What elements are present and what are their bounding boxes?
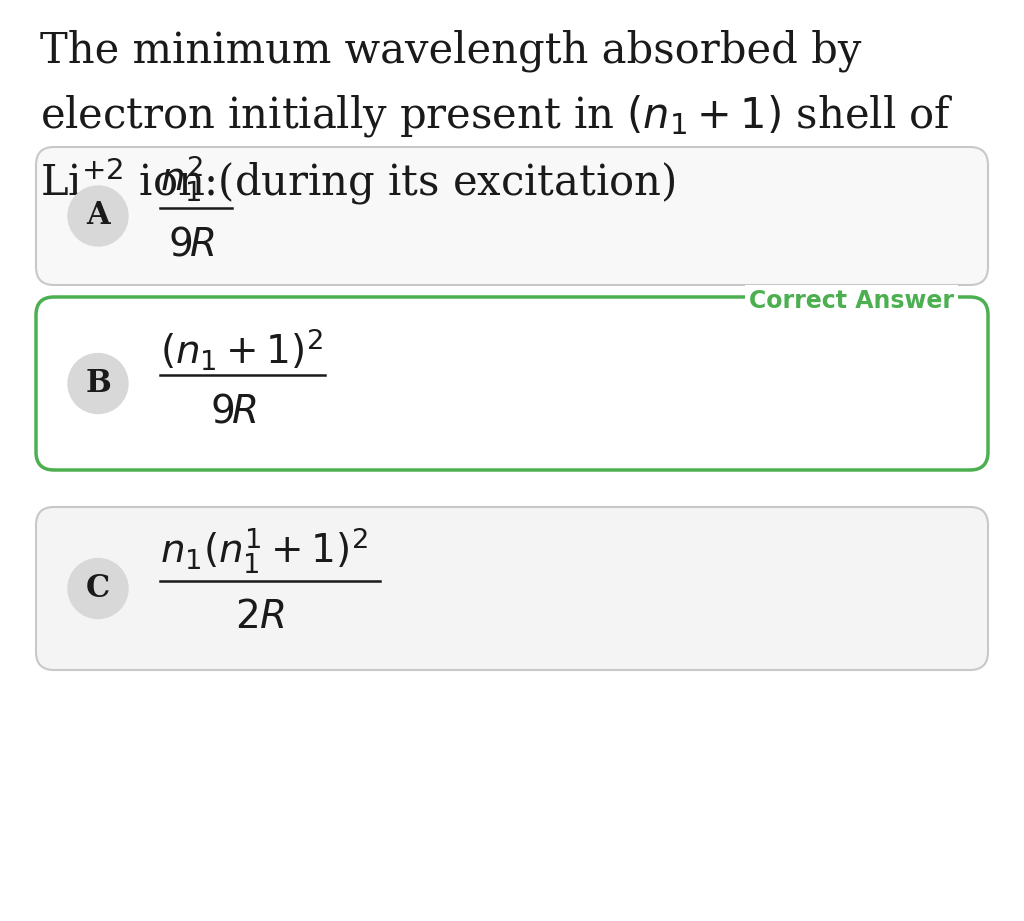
Text: $n_1(n_1^1 + 1)^2$: $n_1(n_1^1 + 1)^2$ <box>160 526 368 577</box>
FancyBboxPatch shape <box>36 297 988 470</box>
Text: B: B <box>85 368 111 399</box>
Text: electron initially present in $(n_1 + 1)$ shell of: electron initially present in $(n_1 + 1)… <box>40 93 953 139</box>
FancyBboxPatch shape <box>36 147 988 285</box>
Text: Li$^{+2}$ ion:(during its excitation): Li$^{+2}$ ion:(during its excitation) <box>40 156 675 206</box>
Circle shape <box>68 558 128 619</box>
Text: The minimum wavelength absorbed by: The minimum wavelength absorbed by <box>40 29 861 72</box>
Circle shape <box>68 186 128 246</box>
Text: C: C <box>86 573 111 604</box>
Text: $(n_1 + 1)^2$: $(n_1 + 1)^2$ <box>160 325 323 371</box>
Circle shape <box>68 354 128 414</box>
Text: $n_1^2$: $n_1^2$ <box>160 154 203 204</box>
Text: $2R$: $2R$ <box>234 599 285 635</box>
Text: A: A <box>86 201 110 231</box>
FancyBboxPatch shape <box>36 507 988 670</box>
Text: $9R$: $9R$ <box>210 393 257 430</box>
Text: $9R$: $9R$ <box>168 226 215 263</box>
Text: Correct Answer: Correct Answer <box>749 289 954 313</box>
